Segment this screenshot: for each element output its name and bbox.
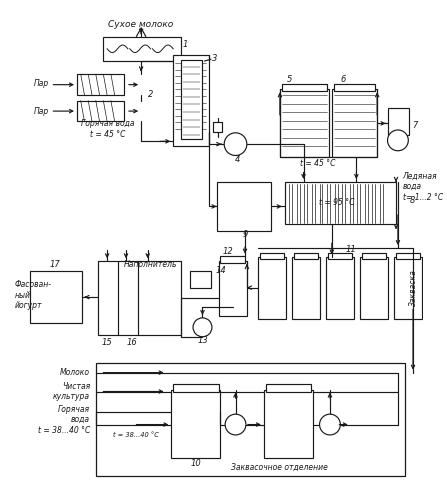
Text: 10: 10 (190, 459, 201, 468)
Text: 13: 13 (197, 336, 208, 345)
Text: Горячая вода
t = 45 °С: Горячая вода t = 45 °С (81, 120, 135, 139)
Text: Фасован-
ный
йогурт: Фасован- ный йогурт (15, 280, 51, 310)
Text: Ледяная
вода
t= 1...2 °С: Ледяная вода t= 1...2 °С (403, 172, 443, 201)
Bar (285, 182, 396, 224)
Text: Молоко: Молоко (60, 368, 90, 377)
Text: Горячая
вода
t = 38...40 °С: Горячая вода t = 38...40 °С (38, 405, 90, 434)
Circle shape (224, 133, 247, 155)
Circle shape (320, 414, 340, 435)
Circle shape (193, 318, 212, 337)
Text: 1: 1 (183, 40, 188, 49)
Text: Закваска: Закваска (409, 269, 417, 306)
Bar (292, 257, 320, 319)
Bar (260, 253, 284, 259)
Bar (332, 89, 377, 157)
Circle shape (225, 414, 246, 435)
Bar (213, 123, 222, 132)
Bar (220, 256, 245, 263)
Text: 7: 7 (412, 121, 417, 130)
Bar (171, 390, 220, 458)
Text: t = 95 °С: t = 95 °С (319, 198, 354, 207)
Bar (96, 363, 405, 477)
Text: 3: 3 (212, 54, 217, 62)
Bar (30, 271, 82, 322)
Bar (328, 253, 352, 259)
Text: Сухое молоко: Сухое молоко (109, 20, 174, 29)
Bar (394, 257, 422, 319)
Text: 6: 6 (341, 75, 346, 84)
Text: 16: 16 (127, 338, 137, 347)
Bar (173, 384, 219, 391)
Bar (388, 108, 409, 135)
Bar (264, 390, 313, 458)
Bar (280, 89, 329, 157)
Text: Заквасочное отделение: Заквасочное отделение (232, 463, 329, 472)
Text: Наполнитель: Наполнитель (123, 259, 177, 268)
Text: 8: 8 (409, 196, 415, 205)
Text: 14: 14 (216, 266, 227, 275)
Bar (77, 101, 124, 122)
Bar (282, 84, 327, 91)
Bar (217, 182, 271, 231)
Text: t = 38...40 °С: t = 38...40 °С (114, 432, 159, 438)
Text: 12: 12 (223, 248, 233, 256)
Bar (103, 37, 181, 61)
Text: 15: 15 (102, 338, 113, 347)
Text: Пар: Пар (34, 79, 49, 88)
Text: 4: 4 (235, 155, 240, 164)
Bar (181, 60, 202, 139)
Circle shape (388, 130, 408, 151)
Text: 11: 11 (346, 246, 356, 254)
Bar (334, 84, 375, 91)
Text: t = 45 °С: t = 45 °С (300, 159, 335, 168)
Text: 5: 5 (287, 75, 292, 84)
Bar (258, 257, 286, 319)
Bar (266, 384, 311, 391)
Bar (360, 257, 388, 319)
Bar (294, 253, 318, 259)
Text: 9: 9 (242, 230, 248, 239)
Text: 2: 2 (148, 90, 153, 99)
Bar (219, 261, 247, 316)
Text: 17: 17 (50, 259, 61, 268)
Bar (396, 253, 420, 259)
Bar (326, 257, 354, 319)
Bar (77, 74, 124, 95)
Bar (362, 253, 386, 259)
Bar (190, 271, 211, 288)
Text: Чистая
культура: Чистая культура (53, 382, 90, 401)
Text: Пар: Пар (34, 107, 49, 116)
Bar (173, 56, 209, 146)
Bar (98, 261, 181, 335)
